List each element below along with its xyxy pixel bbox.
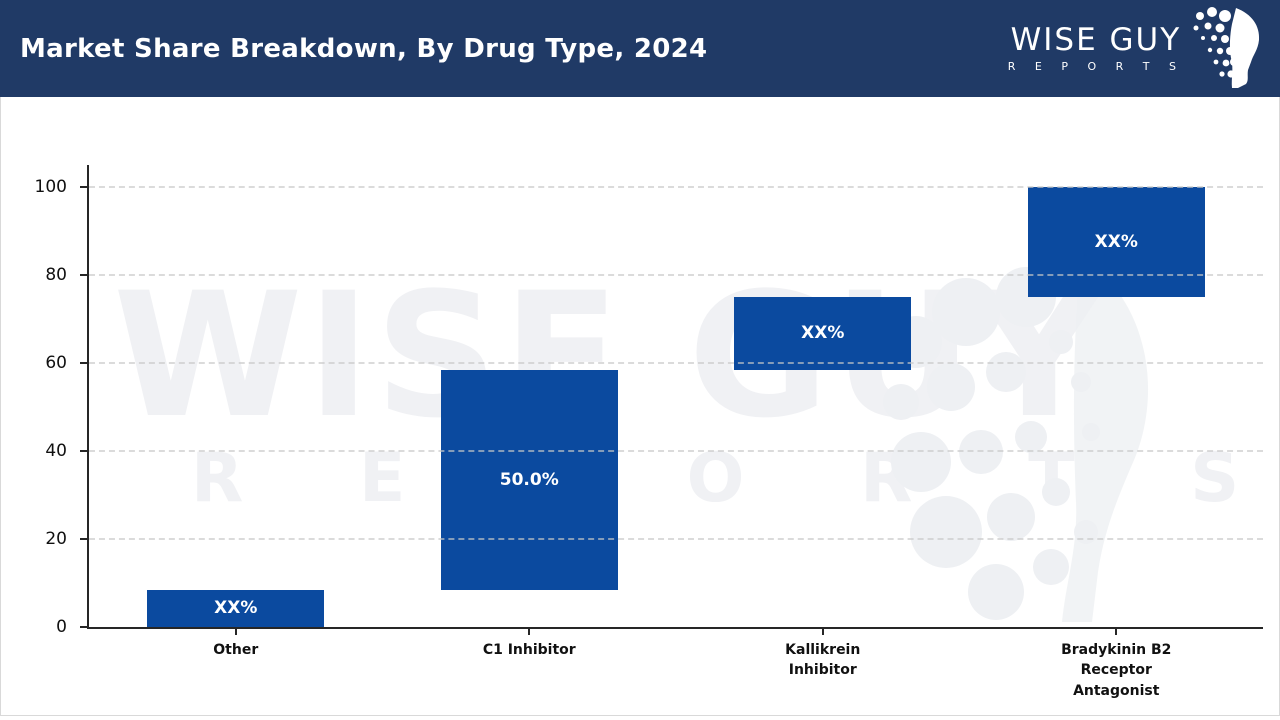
bar-value-label: 50.0%	[499, 469, 559, 490]
wiseguy-logo: WISE GUY R E P O R T S	[1008, 4, 1266, 94]
x-tick-mark	[528, 629, 531, 635]
bar-value-label: XX%	[801, 323, 845, 344]
y-tick-mark	[80, 538, 87, 540]
category-label: Other	[213, 642, 259, 658]
logo-tagline: R E P O R T S	[1007, 59, 1184, 73]
category-label: C1 Inhibitor	[482, 642, 576, 658]
y-tick-mark	[80, 450, 87, 452]
category-label: Kallikrein Inhibitor	[785, 642, 861, 679]
gridline-60	[89, 362, 1263, 364]
wiseguy-face-icon	[1170, 4, 1266, 94]
bar-bradykinin-b2-receptor-antagonist: XX%	[1027, 187, 1205, 297]
bar-other: XX%	[147, 589, 325, 627]
y-tick-label: 100	[34, 177, 67, 197]
logo-text: WISE GUY R E P O R T S	[1007, 21, 1184, 73]
y-tick-label: 40	[45, 441, 67, 461]
gridline-20	[89, 538, 1263, 540]
y-tick-label: 20	[45, 529, 67, 549]
bar-value-label: XX%	[1094, 232, 1138, 252]
bar-value-label: XX%	[214, 598, 258, 619]
plot-area: 0 20 40 60 80 100 XX% Other 50.0% C1 Inhibitor XX%…	[35, 165, 1263, 699]
y-tick-label: 80	[45, 265, 67, 285]
page-title: Market Share Breakdown, By Drug Type, 20…	[20, 33, 708, 64]
bar-c1-inhibitor: 50.0%	[440, 369, 618, 590]
gridline-100	[89, 186, 1263, 188]
category-label: Bradykinin B2 Receptor Antagonist	[1061, 642, 1172, 699]
y-tick-label: 0	[56, 617, 67, 637]
y-tick-mark	[80, 274, 87, 276]
y-tick-mark	[80, 186, 87, 188]
x-tick-mark	[234, 629, 237, 635]
y-tick-label: 60	[45, 353, 67, 373]
y-tick-mark	[80, 626, 87, 628]
x-axis-spine	[87, 627, 1263, 629]
header: Market Share Breakdown, By Drug Type, 20…	[0, 0, 1280, 97]
gridline-80	[89, 274, 1263, 276]
logo-name: WISE GUY	[1010, 21, 1182, 58]
y-axis-spine	[87, 165, 89, 627]
bar-kallikrein-inhibitor: XX%	[734, 297, 912, 370]
gridline-40	[89, 450, 1263, 452]
x-tick-mark	[821, 629, 824, 635]
chart-canvas: WISE GUY R E P O R T S 0 20 40 60 80 100 XX% Ot…	[0, 97, 1280, 716]
y-tick-mark	[80, 362, 87, 364]
x-tick-mark	[1115, 629, 1118, 635]
